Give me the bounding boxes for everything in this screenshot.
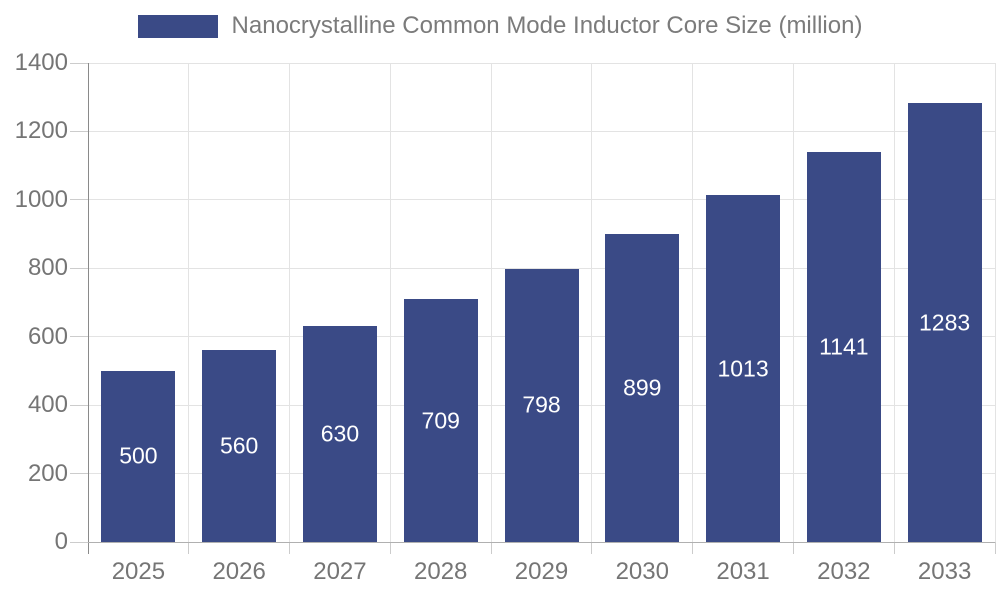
gridline-horizontal [88,130,995,132]
bar-2026: 560 [202,350,277,542]
x-axis-tick-label: 2031 [716,558,770,585]
y-axis-tick [70,541,88,543]
gridline-vertical [289,63,291,542]
x-axis-tick-label: 2028 [414,558,468,585]
x-axis-tick [994,542,996,554]
bar-2031: 1013 [706,195,781,542]
y-axis-tick [70,199,88,201]
y-axis-tick-label: 200 [27,459,68,487]
bar-value-label: 709 [421,407,460,434]
y-axis-line [87,63,89,554]
bar-value-label: 798 [522,391,561,418]
x-axis-tick [289,542,291,554]
legend[interactable]: Nanocrystalline Common Mode Inductor Cor… [0,12,1000,40]
y-axis-tick [70,404,88,406]
bar-2027: 630 [302,326,377,542]
bar-value-label: 1013 [717,355,769,382]
y-axis-tick-label: 600 [27,322,68,350]
x-axis-tick [389,542,391,554]
x-axis-tick-label: 2030 [615,558,669,585]
y-axis-tick-label: 400 [27,391,68,419]
y-axis-tick [70,336,88,338]
y-axis-tick-label: 800 [27,254,68,282]
gridline-horizontal [88,199,995,201]
bar-2030: 899 [605,234,680,542]
x-axis-tick-label: 2027 [313,558,367,585]
gridline-vertical [893,63,895,542]
legend-swatch [137,14,218,38]
x-axis-line [88,541,995,543]
y-axis-tick-label: 1400 [14,49,68,76]
x-axis-tick-label: 2029 [514,558,569,585]
bar-value-label: 899 [623,374,662,401]
gridline-vertical [591,63,593,542]
y-axis-tick [70,62,88,64]
x-axis-tick-label: 2032 [817,558,871,585]
x-axis-tick [591,542,593,554]
plot-area: 500 560 630 709 798 899 1013 1141 1283 [88,62,996,542]
bar-2028: 709 [403,299,478,542]
bar-value-label: 1283 [919,309,971,336]
gridline-vertical [389,63,391,542]
x-axis-tick-label: 2025 [111,558,166,585]
bar-2025: 500 [101,370,176,542]
y-axis-tick [70,130,88,132]
legend-label: Nanocrystalline Common Mode Inductor Cor… [231,12,863,39]
x-axis-tick [188,542,190,554]
bar-value-label: 500 [119,442,158,469]
x-axis-tick [692,542,694,554]
bar-2029: 798 [504,268,579,542]
bar-2033: 1283 [907,103,982,542]
x-axis-tick-label: 2026 [212,558,266,585]
bar-value-label: 560 [219,432,259,459]
y-axis-tick-label: 0 [54,528,68,555]
x-axis-tick [490,542,492,554]
y-axis-tick [70,473,88,475]
x-axis-tick [893,542,895,554]
bar-value-label: 630 [320,420,360,447]
bar-2032: 1141 [806,151,881,542]
x-axis-tick [792,542,794,554]
x-axis-tick-label: 2033 [917,558,972,585]
gridline-vertical [994,63,996,542]
y-axis-tick-label: 1200 [14,117,68,145]
gridline-horizontal [88,267,995,269]
y-axis-tick-label: 1000 [14,185,68,213]
bar-value-label: 1141 [819,333,869,360]
gridline-vertical [490,63,492,542]
gridline-vertical [188,63,190,542]
gridline-vertical [792,63,794,542]
gridline-horizontal [88,62,995,64]
gridline-vertical [692,63,694,542]
y-axis-tick [70,267,88,269]
